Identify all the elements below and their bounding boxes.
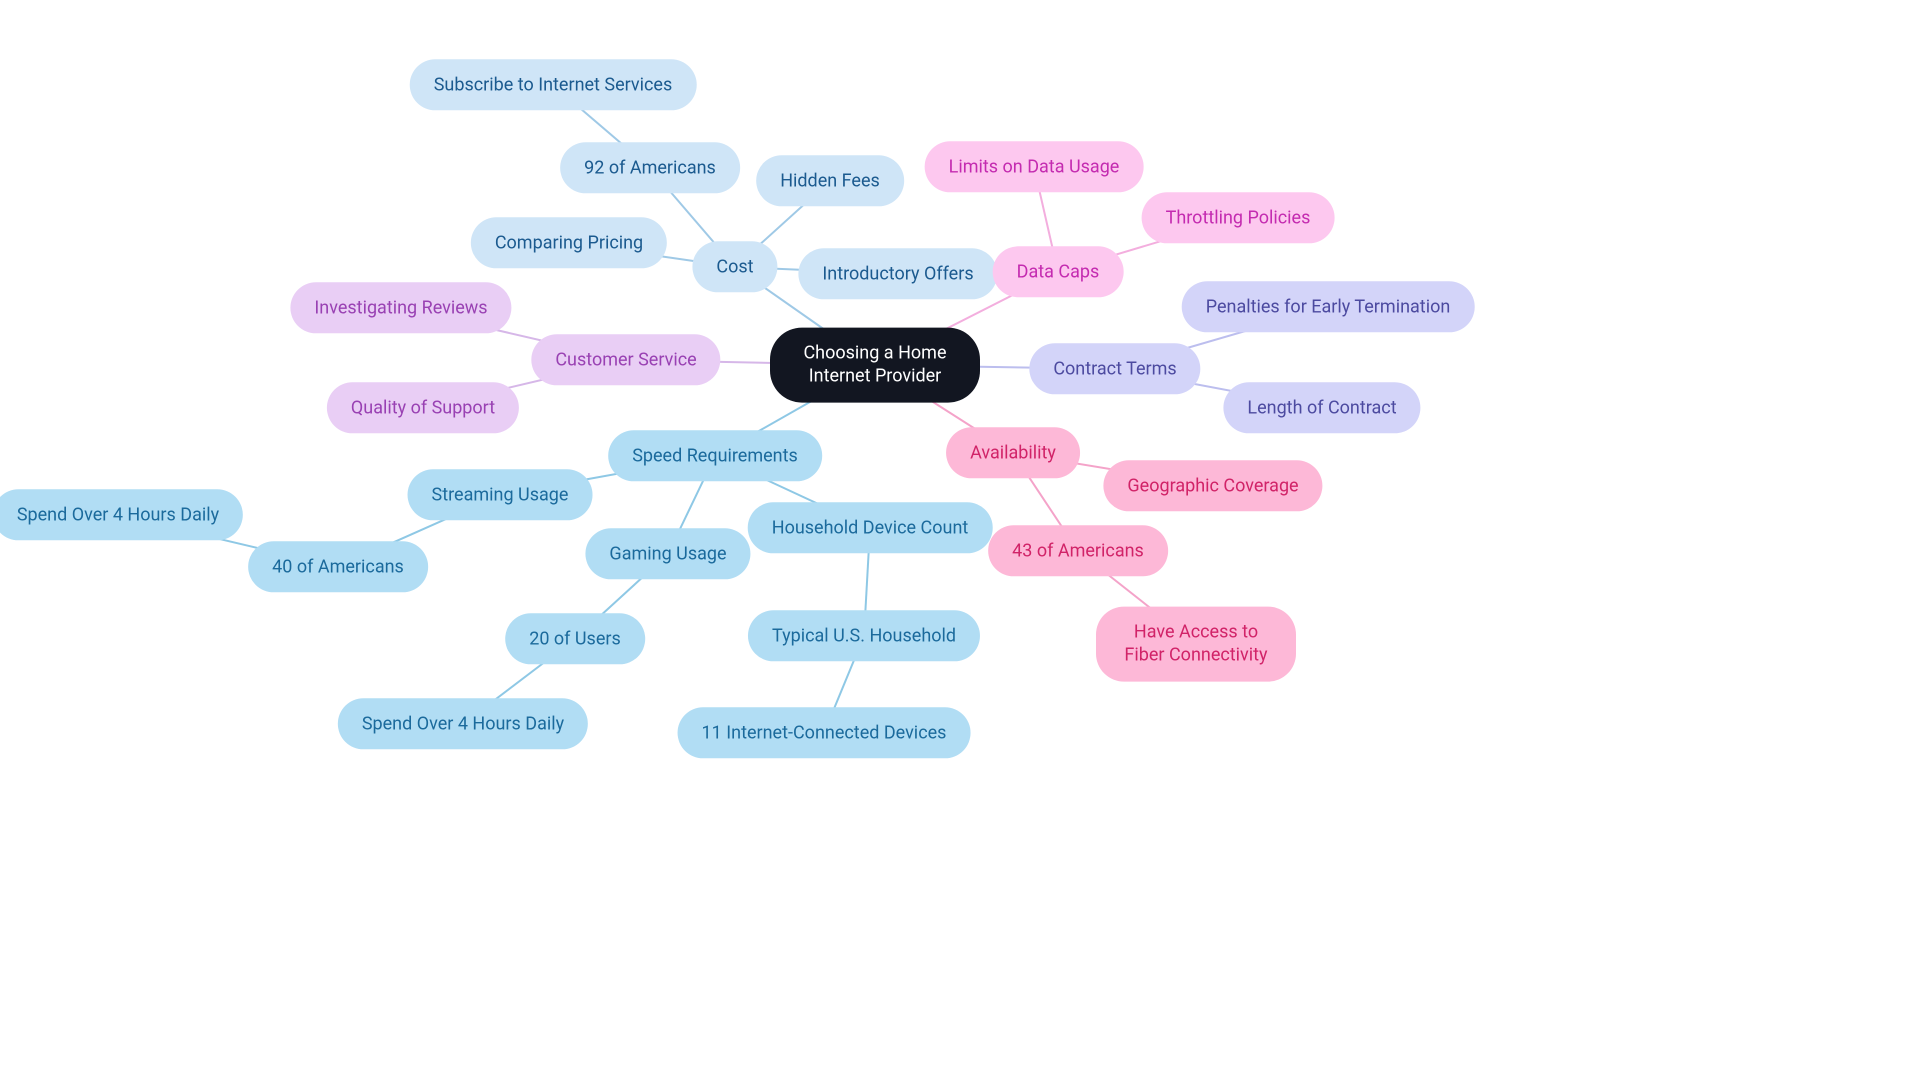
node-over4a: Spend Over 4 Hours Daily [0, 489, 243, 540]
node-introOffers: Introductory Offers [798, 248, 997, 299]
node-dataCaps: Data Caps [993, 246, 1124, 297]
node-penalties: Penalties for Early Termination [1182, 281, 1475, 332]
node-over4b: Spend Over 4 Hours Daily [338, 698, 588, 749]
node-reviews: Investigating Reviews [290, 282, 511, 333]
node-throttling: Throttling Policies [1142, 192, 1335, 243]
node-deviceCount: Household Device Count [748, 502, 993, 553]
node-americans92: 92 of Americans [560, 142, 740, 193]
node-quality: Quality of Support [327, 382, 519, 433]
node-subscribe: Subscribe to Internet Services [410, 59, 697, 110]
node-americans40: 40 of Americans [248, 541, 428, 592]
node-fiber: Have Access to Fiber Connectivity [1096, 607, 1296, 682]
node-contract: Contract Terms [1029, 343, 1200, 394]
node-americans43: 43 of Americans [988, 525, 1168, 576]
node-gaming: Gaming Usage [585, 528, 750, 579]
node-users20: 20 of Users [505, 613, 645, 664]
node-limitsData: Limits on Data Usage [925, 141, 1144, 192]
node-streaming: Streaming Usage [408, 469, 593, 520]
node-availability: Availability [946, 427, 1080, 478]
node-geoCoverage: Geographic Coverage [1103, 460, 1322, 511]
node-speed: Speed Requirements [608, 430, 822, 481]
node-hiddenFees: Hidden Fees [756, 155, 904, 206]
node-length: Length of Contract [1223, 382, 1420, 433]
node-custService: Customer Service [531, 334, 720, 385]
node-comparePricing: Comparing Pricing [471, 217, 667, 268]
node-center: Choosing a Home Internet Provider [770, 328, 980, 403]
node-devices11: 11 Internet-Connected Devices [678, 707, 971, 758]
node-cost: Cost [692, 241, 777, 292]
node-typicalUS: Typical U.S. Household [748, 610, 980, 661]
